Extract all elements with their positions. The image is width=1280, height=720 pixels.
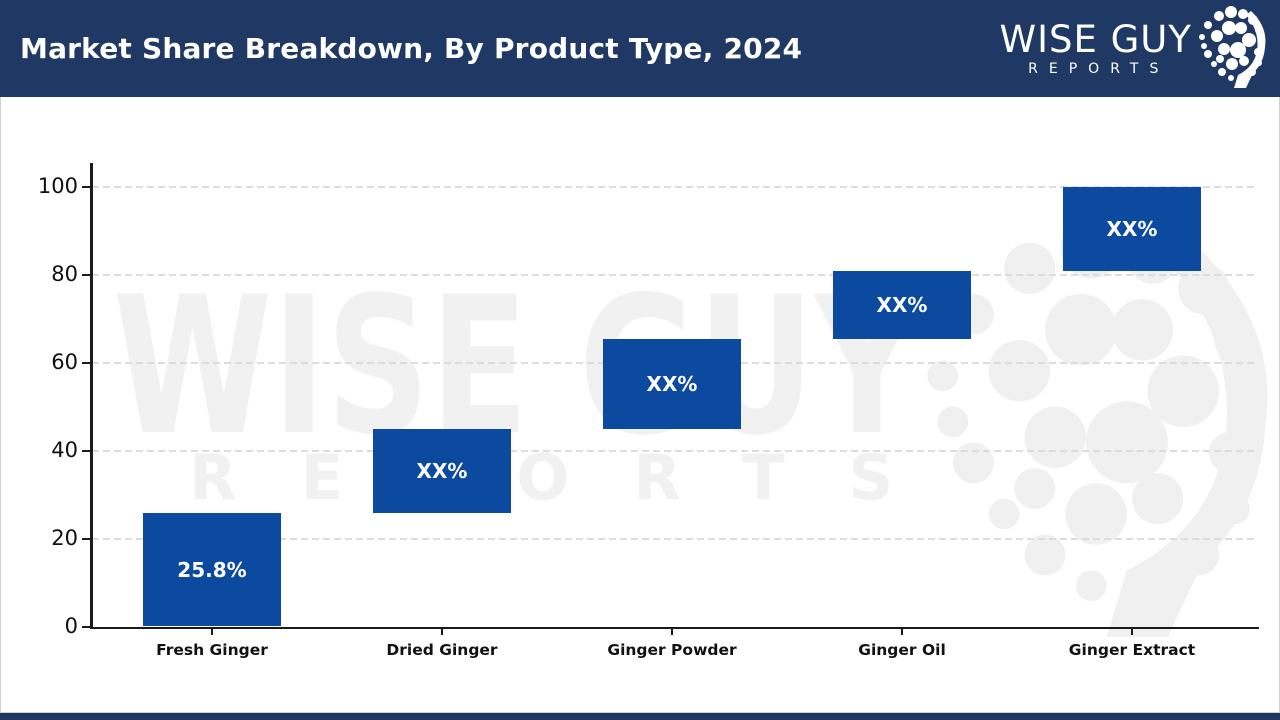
y-tick-label-0: 0 bbox=[64, 613, 78, 638]
brand-name: WISE GUY bbox=[999, 17, 1192, 61]
gridline-80 bbox=[92, 273, 1257, 276]
x-category-label-3: Ginger Oil bbox=[858, 641, 946, 659]
brand-subtitle: REPORTS bbox=[1028, 60, 1170, 77]
x-category-label-1: Dried Ginger bbox=[386, 641, 498, 659]
watermark-head-icon bbox=[896, 212, 1276, 646]
footer-bar bbox=[0, 713, 1280, 720]
y-tick-60 bbox=[82, 361, 90, 364]
bar-value-label: 25.8% bbox=[177, 557, 247, 582]
gridline-100 bbox=[92, 186, 1257, 188]
bar-value-label: XX% bbox=[876, 292, 928, 317]
y-tick-100 bbox=[82, 186, 90, 188]
watermark-text-1: WISE GUY bbox=[113, 256, 920, 477]
y-tick-80 bbox=[82, 273, 90, 276]
bar-ginger-oil: XX% bbox=[833, 270, 971, 339]
y-tick-0 bbox=[82, 625, 90, 628]
y-tick-label-40: 40 bbox=[51, 437, 78, 462]
x-tick-0 bbox=[211, 629, 213, 635]
bar-value-label: XX% bbox=[646, 371, 698, 396]
x-category-label-2: Ginger Powder bbox=[607, 641, 737, 659]
gridline-20 bbox=[92, 537, 1257, 540]
page-title: Market Share Breakdown, By Product Type,… bbox=[20, 32, 803, 65]
y-tick-label-80: 80 bbox=[51, 261, 78, 286]
bar-ginger-extract: XX% bbox=[1063, 187, 1201, 271]
y-tick-20 bbox=[82, 537, 90, 540]
bar-fresh-ginger: 25.8% bbox=[143, 513, 281, 627]
y-tick-label-100: 100 bbox=[37, 174, 78, 198]
x-axis-line bbox=[90, 626, 1259, 629]
header-bar: Market Share Breakdown, By Product Type,… bbox=[0, 0, 1280, 97]
bar-value-label: XX% bbox=[416, 458, 468, 483]
x-tick-1 bbox=[441, 629, 443, 635]
watermark-text-2: REPORTS bbox=[189, 441, 958, 514]
chart-canvas: WISE GUY REPORTS 0 20 40 60 80 100 25.8% Fresh … bbox=[0, 97, 1280, 713]
y-tick-40 bbox=[82, 449, 90, 452]
x-tick-3 bbox=[901, 629, 903, 635]
x-category-label-0: Fresh Ginger bbox=[156, 641, 268, 659]
x-category-label-4: Ginger Extract bbox=[1068, 641, 1196, 659]
brand-logo-text: WISE GUY REPORTS bbox=[1000, 21, 1192, 77]
brand-logo: WISE GUY REPORTS bbox=[1000, 5, 1266, 93]
x-tick-4 bbox=[1131, 629, 1133, 635]
y-tick-label-20: 20 bbox=[51, 525, 78, 550]
bar-ginger-powder: XX% bbox=[603, 338, 741, 429]
bar-dried-ginger: XX% bbox=[373, 428, 511, 514]
x-tick-2 bbox=[671, 629, 673, 635]
bar-value-label: XX% bbox=[1106, 216, 1158, 241]
logo-head-icon bbox=[1194, 5, 1266, 93]
y-tick-label-60: 60 bbox=[51, 349, 78, 374]
y-axis-line bbox=[90, 163, 93, 629]
gridline-40 bbox=[92, 449, 1257, 452]
